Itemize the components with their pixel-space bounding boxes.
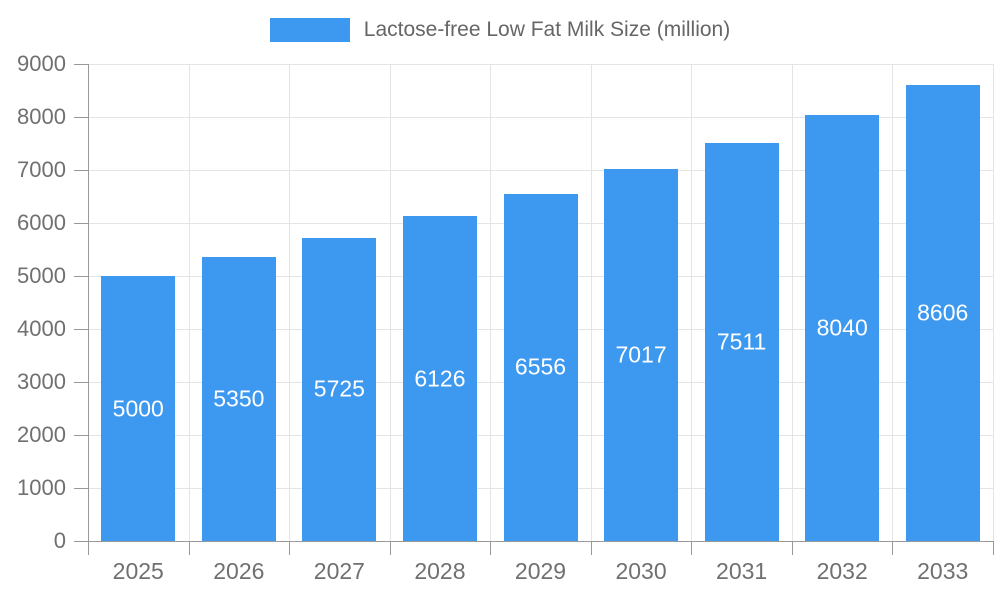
y-axis-label: 6000 bbox=[17, 210, 66, 235]
x-gridline bbox=[892, 64, 894, 541]
x-gridline bbox=[590, 64, 592, 541]
x-axis-label: 2031 bbox=[716, 558, 768, 584]
y-axis-line bbox=[88, 64, 89, 555]
legend-label[interactable]: Lactose-free Low Fat Milk Size (million) bbox=[363, 18, 731, 41]
x-axis-label: 2029 bbox=[514, 558, 567, 584]
y-axis-label: 7000 bbox=[17, 157, 66, 182]
bar[interactable] bbox=[905, 84, 980, 541]
bar[interactable] bbox=[402, 216, 477, 541]
y-axis-label: 3000 bbox=[17, 369, 66, 394]
y-axis-label: 8000 bbox=[17, 104, 66, 129]
x-axis-label: 2025 bbox=[112, 558, 164, 584]
y-axis-label: 5000 bbox=[17, 263, 66, 288]
x-axis-label: 2032 bbox=[816, 558, 868, 584]
x-axis-label: 2028 bbox=[414, 558, 466, 584]
x-axis-tick bbox=[892, 541, 894, 555]
x-gridline bbox=[188, 64, 190, 541]
x-axis-line bbox=[74, 541, 993, 542]
bar[interactable] bbox=[201, 257, 276, 541]
bar-value-label: 6126 bbox=[414, 365, 466, 392]
x-gridline bbox=[691, 64, 693, 541]
y-axis-tick bbox=[74, 435, 88, 436]
bar-value-label: 5725 bbox=[313, 375, 365, 402]
y-axis-tick bbox=[74, 329, 88, 330]
x-axis-tick bbox=[590, 541, 592, 555]
x-axis-tick bbox=[188, 541, 190, 555]
bar-value-label: 8606 bbox=[917, 299, 969, 326]
y-axis-label: 1000 bbox=[17, 475, 66, 500]
x-axis-label: 2027 bbox=[313, 558, 365, 584]
bar[interactable] bbox=[503, 193, 578, 541]
y-axis-tick bbox=[74, 276, 88, 277]
x-gridline bbox=[791, 64, 793, 541]
x-gridline bbox=[389, 64, 391, 541]
legend[interactable]: Lactose-free Low Fat Milk Size (million) bbox=[0, 18, 1000, 42]
bar[interactable] bbox=[604, 169, 679, 541]
bar-value-label: 7017 bbox=[615, 341, 667, 368]
x-axis-tick bbox=[993, 541, 994, 555]
y-axis-label: 2000 bbox=[17, 422, 66, 447]
y-axis-tick bbox=[74, 382, 88, 383]
y-axis-label: 4000 bbox=[17, 316, 66, 341]
y-axis-tick bbox=[74, 223, 88, 224]
bar-value-label: 5000 bbox=[112, 395, 164, 421]
y-axis-label: 9000 bbox=[17, 51, 66, 76]
bar-value-label: 5350 bbox=[213, 385, 265, 412]
x-axis-label: 2026 bbox=[213, 558, 265, 584]
bar[interactable] bbox=[302, 237, 377, 541]
y-gridline bbox=[88, 64, 993, 65]
bar-value-label: 6556 bbox=[514, 353, 567, 380]
x-axis-tick bbox=[289, 541, 291, 555]
x-axis-label: 2030 bbox=[615, 558, 667, 584]
bar[interactable] bbox=[805, 114, 880, 541]
bar-value-label: 7511 bbox=[716, 328, 767, 355]
bar[interactable] bbox=[704, 142, 779, 541]
y-gridline bbox=[88, 170, 993, 171]
x-axis-tick bbox=[490, 541, 492, 555]
y-axis-tick bbox=[74, 117, 88, 118]
x-gridline bbox=[993, 64, 994, 541]
legend-swatch[interactable] bbox=[269, 18, 350, 42]
y-axis-tick bbox=[74, 170, 88, 171]
x-axis-label: 2033 bbox=[917, 558, 969, 584]
bar[interactable] bbox=[101, 276, 176, 541]
x-axis-tick bbox=[791, 541, 793, 555]
y-gridline bbox=[88, 117, 993, 118]
x-axis-tick bbox=[389, 541, 391, 555]
y-axis-tick bbox=[74, 64, 88, 65]
y-axis-label: 0 bbox=[53, 528, 66, 553]
x-gridline bbox=[490, 64, 492, 541]
x-gridline bbox=[289, 64, 291, 541]
bar-value-label: 8040 bbox=[816, 314, 868, 341]
x-axis-tick bbox=[691, 541, 693, 555]
y-axis-tick bbox=[74, 488, 88, 489]
